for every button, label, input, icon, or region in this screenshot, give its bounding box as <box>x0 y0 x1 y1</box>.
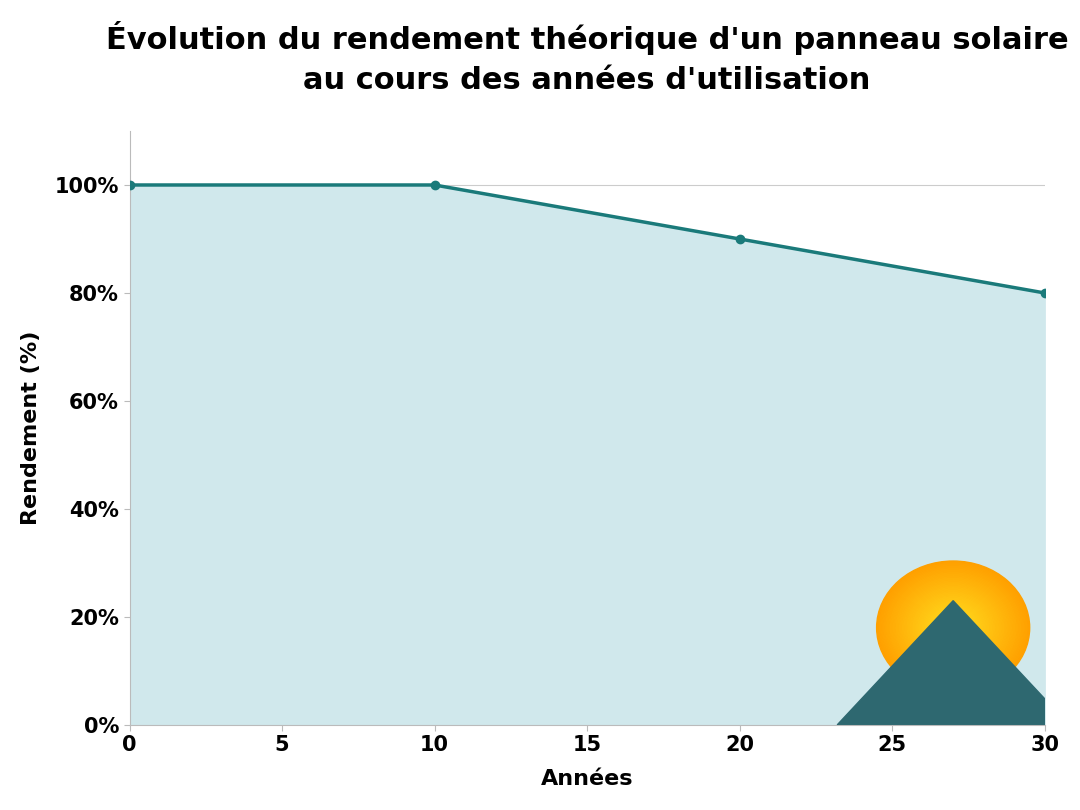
Ellipse shape <box>901 582 1005 673</box>
Ellipse shape <box>892 574 1014 681</box>
Ellipse shape <box>930 608 976 648</box>
Ellipse shape <box>932 609 974 646</box>
Ellipse shape <box>919 599 987 657</box>
Ellipse shape <box>927 605 980 650</box>
Ellipse shape <box>899 580 1009 676</box>
Ellipse shape <box>888 570 1018 685</box>
Ellipse shape <box>937 614 969 641</box>
Ellipse shape <box>914 593 993 663</box>
Ellipse shape <box>940 616 967 640</box>
Ellipse shape <box>890 573 1016 682</box>
Ellipse shape <box>943 618 963 637</box>
Ellipse shape <box>944 620 962 636</box>
Ellipse shape <box>947 622 959 633</box>
Ellipse shape <box>881 565 1025 690</box>
Ellipse shape <box>896 578 1010 677</box>
Ellipse shape <box>877 561 1029 694</box>
Ellipse shape <box>918 597 988 659</box>
Ellipse shape <box>935 612 972 644</box>
Ellipse shape <box>906 586 1000 669</box>
Ellipse shape <box>885 568 1022 688</box>
Title: Évolution du rendement théorique d'un panneau solaire
au cours des années d'util: Évolution du rendement théorique d'un pa… <box>106 21 1068 96</box>
Ellipse shape <box>889 572 1017 684</box>
Ellipse shape <box>903 584 1003 671</box>
Ellipse shape <box>893 576 1013 680</box>
Ellipse shape <box>886 569 1021 686</box>
Ellipse shape <box>936 613 970 642</box>
Ellipse shape <box>929 607 977 649</box>
Ellipse shape <box>926 603 981 652</box>
Ellipse shape <box>945 621 961 634</box>
Ellipse shape <box>910 590 996 665</box>
Ellipse shape <box>880 564 1027 692</box>
Polygon shape <box>837 601 1069 725</box>
Ellipse shape <box>917 595 990 659</box>
Ellipse shape <box>933 611 973 645</box>
Ellipse shape <box>900 581 1007 675</box>
Ellipse shape <box>951 626 955 629</box>
Ellipse shape <box>922 601 984 654</box>
Ellipse shape <box>921 599 985 655</box>
Ellipse shape <box>941 617 966 638</box>
Ellipse shape <box>882 566 1024 689</box>
Ellipse shape <box>907 588 999 667</box>
Ellipse shape <box>895 577 1011 678</box>
Ellipse shape <box>912 591 995 663</box>
Ellipse shape <box>950 625 956 630</box>
Ellipse shape <box>924 603 982 653</box>
Y-axis label: Rendement (%): Rendement (%) <box>21 330 41 525</box>
Ellipse shape <box>908 589 998 667</box>
Ellipse shape <box>915 595 991 661</box>
Ellipse shape <box>904 585 1002 671</box>
Ellipse shape <box>948 624 958 632</box>
X-axis label: Années: Années <box>541 770 633 789</box>
Ellipse shape <box>878 562 1028 693</box>
